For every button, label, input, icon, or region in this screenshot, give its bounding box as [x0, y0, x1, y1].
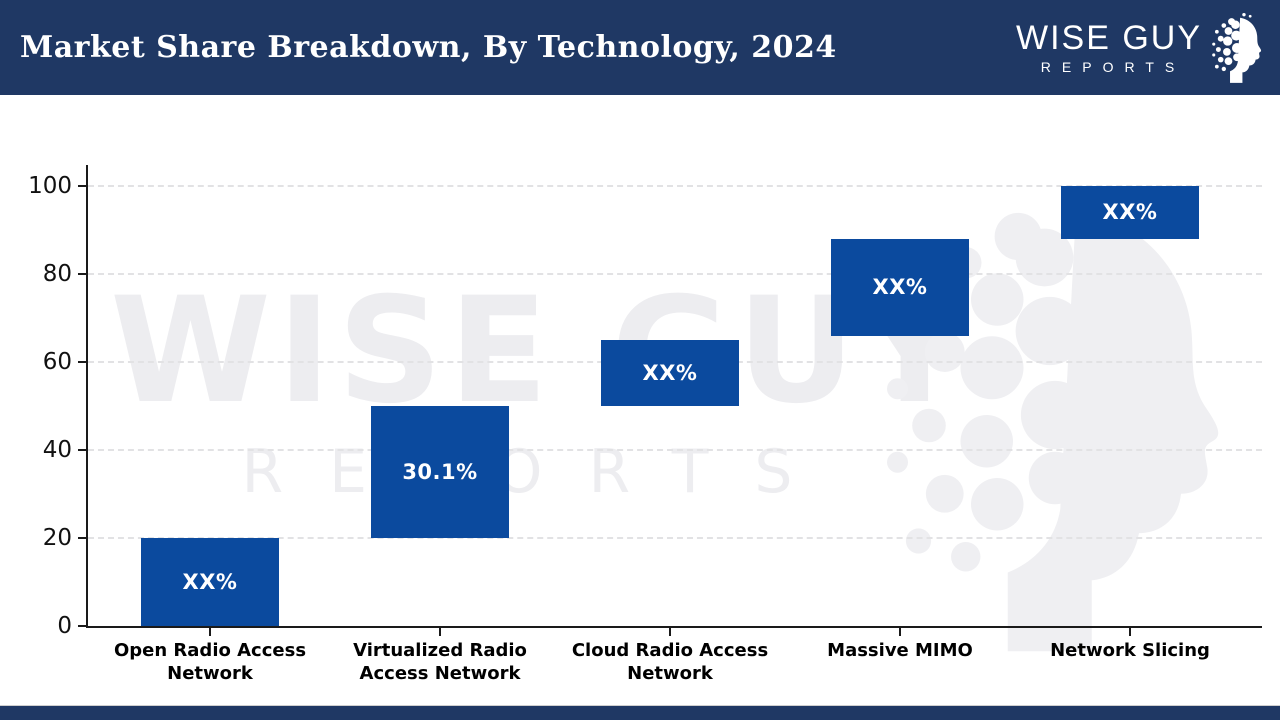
y-axis-tick-label: 60	[42, 349, 72, 375]
x-axis-category-label: Open Radio Access Network	[113, 640, 307, 684]
bar: 30.1%	[371, 406, 509, 538]
x-axis-category-label: Cloud Radio Access Network	[571, 640, 769, 684]
y-axis-tickmark	[78, 449, 88, 451]
bar-value-label: 30.1%	[402, 460, 478, 484]
brand-text: WISE GUY REPORTS	[1016, 21, 1202, 75]
x-axis-tickmark	[209, 628, 211, 636]
y-axis-tick-label: 80	[42, 261, 72, 287]
y-gridline	[88, 449, 1262, 451]
y-axis-tick-label: 0	[57, 613, 72, 639]
bar: XX%	[601, 340, 739, 406]
x-axis-category-label: Massive MIMO	[827, 640, 973, 661]
page-title: Market Share Breakdown, By Technology, 2…	[20, 30, 837, 65]
bar-value-label: XX%	[1102, 200, 1158, 225]
y-gridline	[88, 273, 1262, 275]
y-axis-tickmark	[78, 537, 88, 539]
x-axis-tickmark	[669, 628, 671, 636]
x-axis-line	[86, 626, 1262, 628]
x-axis-tickmark	[899, 628, 901, 636]
y-gridline	[88, 185, 1262, 187]
header-bar: Market Share Breakdown, By Technology, 2…	[0, 0, 1280, 95]
y-axis-tick-label: 40	[42, 437, 72, 463]
x-axis-category-label: Virtualized Radio Access Network	[353, 640, 527, 684]
bar-value-label: XX%	[872, 275, 928, 300]
bar: XX%	[1061, 186, 1199, 239]
y-axis-tick-label: 100	[28, 173, 72, 199]
y-axis-tickmark	[78, 361, 88, 363]
y-gridline	[88, 537, 1262, 539]
y-axis-tickmark	[78, 185, 88, 187]
bar: XX%	[141, 538, 279, 626]
y-axis-tickmark	[78, 625, 88, 627]
y-axis-tickmark	[78, 273, 88, 275]
x-axis-category-label: Network Slicing	[1050, 640, 1210, 661]
y-axis-tick-label: 20	[42, 525, 72, 551]
bar-value-label: XX%	[182, 570, 238, 594]
bar: XX%	[831, 238, 969, 336]
brand-logo: WISE GUY REPORTS	[1016, 6, 1266, 90]
y-axis-line	[86, 165, 88, 628]
footer-bar	[0, 705, 1280, 720]
logo-subtext: REPORTS	[1040, 59, 1186, 75]
x-axis-tickmark	[439, 628, 441, 636]
logo-wordmark: WISE GUY	[1016, 19, 1203, 57]
x-axis-tickmark	[1129, 628, 1131, 636]
logo-head-icon	[1212, 12, 1262, 83]
bar-value-label: XX%	[642, 361, 698, 385]
